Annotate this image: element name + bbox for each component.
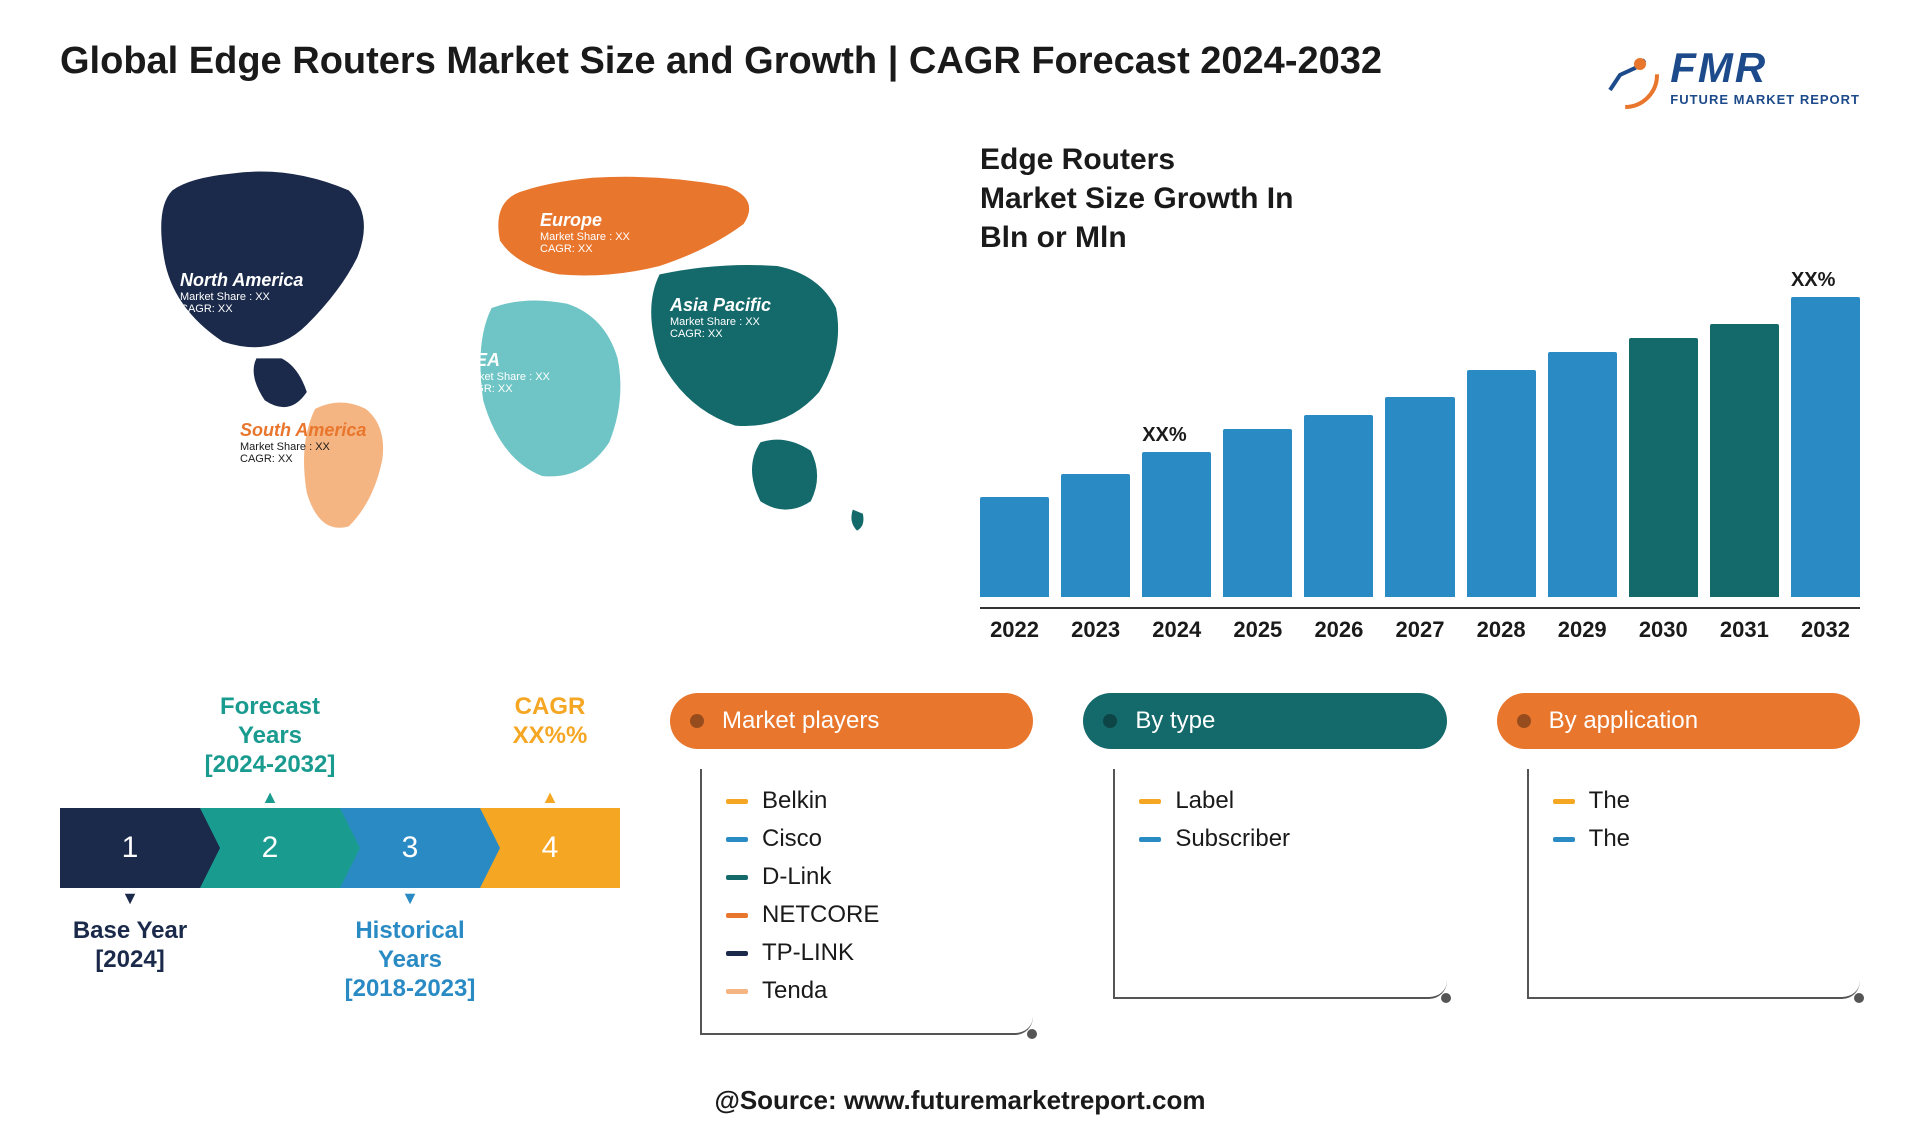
timeline-segment-3: 3 bbox=[340, 808, 480, 888]
bar-2029 bbox=[1548, 352, 1617, 597]
pill-header: By application bbox=[1497, 693, 1860, 749]
bar-2031 bbox=[1710, 324, 1779, 597]
pill-header: By type bbox=[1083, 693, 1446, 749]
x-axis-label: 2027 bbox=[1385, 617, 1454, 643]
x-axis-label: 2030 bbox=[1629, 617, 1698, 643]
region-na-cagr: CAGR: XX bbox=[180, 303, 303, 315]
bar-chart-title: Edge RoutersMarket Size Growth InBln or … bbox=[980, 140, 1860, 257]
bar-2030 bbox=[1629, 338, 1698, 597]
bar-2022 bbox=[980, 497, 1049, 597]
pill-column: By type Label Subscriber bbox=[1083, 693, 1446, 1035]
x-axis-label: 2025 bbox=[1223, 617, 1292, 643]
bar-2025 bbox=[1223, 429, 1292, 597]
pill-item: NETCORE bbox=[726, 901, 1013, 929]
pill-item: Tenda bbox=[726, 977, 1013, 1005]
logo-text-main: FMR bbox=[1670, 44, 1860, 92]
bar-2032: XX% bbox=[1791, 297, 1860, 597]
timeline-segment-1: 1 bbox=[60, 808, 200, 888]
x-axis-label: 2029 bbox=[1548, 617, 1617, 643]
timeline: Forecast Years[2024-2032]CAGRXX%% ▲▲ 123… bbox=[60, 693, 620, 1004]
bar-annotation: XX% bbox=[1791, 269, 1835, 292]
region-eu-cagr: CAGR: XX bbox=[540, 243, 630, 255]
region-eu-share: Market Share : XX bbox=[540, 231, 630, 243]
bar-2026 bbox=[1304, 415, 1373, 597]
timeline-top-label: Forecast Years[2024-2032] bbox=[200, 693, 340, 779]
bar-annotation: XX% bbox=[1142, 424, 1186, 447]
region-na-share: Market Share : XX bbox=[180, 291, 303, 303]
pill-header: Market players bbox=[670, 693, 1033, 749]
pill-item: D-Link bbox=[726, 863, 1013, 891]
x-axis-label: 2031 bbox=[1710, 617, 1779, 643]
x-axis-label: 2032 bbox=[1791, 617, 1860, 643]
timeline-bottom-label bbox=[200, 917, 340, 1003]
region-sa-share: Market Share : XX bbox=[240, 441, 366, 453]
region-mea-cagr: CAGR: XX bbox=[460, 383, 550, 395]
logo-text-sub: FUTURE MARKET REPORT bbox=[1670, 92, 1860, 107]
timeline-bottom-label bbox=[480, 917, 620, 1003]
pill-item: Belkin bbox=[726, 787, 1013, 815]
x-axis-label: 2023 bbox=[1061, 617, 1130, 643]
bar-2028 bbox=[1467, 370, 1536, 597]
pill-item: Subscriber bbox=[1139, 825, 1426, 853]
region-sa-cagr: CAGR: XX bbox=[240, 453, 366, 465]
bar-chart: XX% XX% bbox=[980, 277, 1860, 597]
pill-column: Market players Belkin Cisco D-Link NETCORE TP… bbox=[670, 693, 1033, 1035]
region-eu-name: Europe bbox=[540, 210, 630, 231]
x-axis-label: 2028 bbox=[1467, 617, 1536, 643]
region-ap-name: Asia Pacific bbox=[670, 295, 771, 316]
region-mea-share: Market Share : XX bbox=[460, 371, 550, 383]
source-text: @Source: www.futuremarketreport.com bbox=[714, 1085, 1205, 1116]
timeline-segment-4: 4 bbox=[480, 808, 620, 888]
timeline-bottom-label: Historical Years[2018-2023] bbox=[340, 917, 480, 1003]
bar-2023 bbox=[1061, 474, 1130, 597]
logo-icon bbox=[1590, 40, 1660, 110]
region-na-name: North America bbox=[180, 270, 303, 291]
pill-item: Label bbox=[1139, 787, 1426, 815]
pill-item: The bbox=[1553, 825, 1840, 853]
region-sa-name: South America bbox=[240, 420, 366, 441]
world-map: North America Market Share : XX CAGR: XX… bbox=[60, 140, 940, 560]
x-axis-label: 2024 bbox=[1142, 617, 1211, 643]
pill-item: TP-LINK bbox=[726, 939, 1013, 967]
x-axis-label: 2022 bbox=[980, 617, 1049, 643]
page-title: Global Edge Routers Market Size and Grow… bbox=[60, 40, 1382, 83]
bar-2027 bbox=[1385, 397, 1454, 597]
region-ap-cagr: CAGR: XX bbox=[670, 328, 771, 340]
region-ap-share: Market Share : XX bbox=[670, 316, 771, 328]
timeline-segment-2: 2 bbox=[200, 808, 340, 888]
timeline-bottom-label: Base Year[2024] bbox=[60, 917, 200, 1003]
timeline-top-label: CAGRXX%% bbox=[480, 693, 620, 779]
bar-2024: XX% bbox=[1142, 452, 1211, 597]
pill-column: By application The The bbox=[1497, 693, 1860, 1035]
pill-item: The bbox=[1553, 787, 1840, 815]
pill-item: Cisco bbox=[726, 825, 1013, 853]
fmr-logo: FMR FUTURE MARKET REPORT bbox=[1590, 40, 1860, 110]
region-mea-name: MEA bbox=[460, 350, 550, 371]
x-axis-label: 2026 bbox=[1304, 617, 1373, 643]
